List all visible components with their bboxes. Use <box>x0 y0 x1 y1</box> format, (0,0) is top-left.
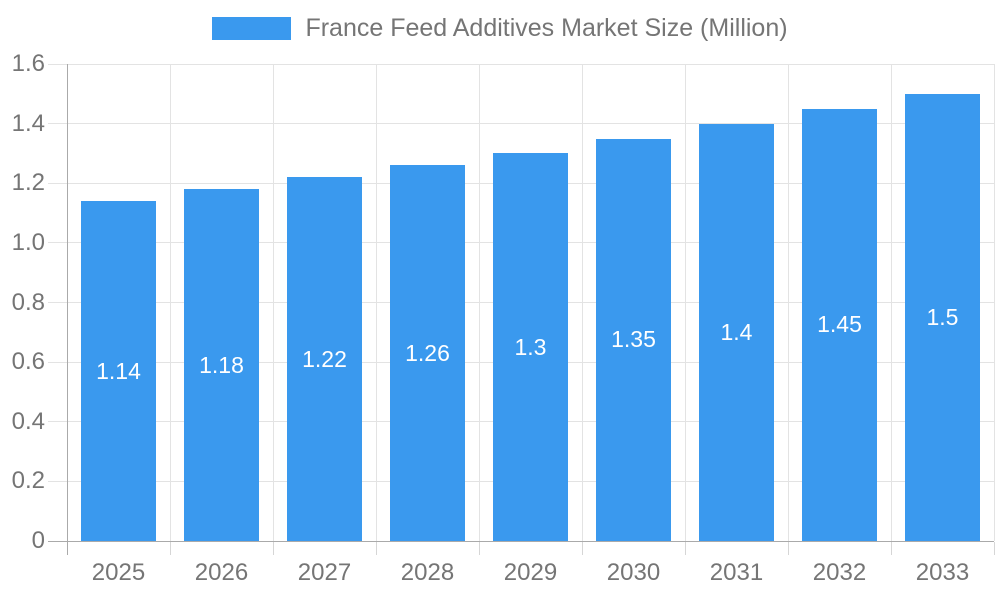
x-axis-tick <box>581 542 583 555</box>
bar-2033[interactable]: 1.5 <box>905 93 980 541</box>
y-tick-label: 1.2 <box>11 169 45 197</box>
v-gridline <box>581 64 583 541</box>
y-axis-line <box>67 64 68 555</box>
x-tick-label-2028: 2028 <box>400 559 455 586</box>
bar-2032[interactable]: 1.45 <box>802 108 877 541</box>
x-axis-tick <box>787 542 789 555</box>
legend-swatch <box>212 17 292 40</box>
v-gridline <box>375 64 377 541</box>
y-tick-label: 0.4 <box>11 407 45 435</box>
x-tick-label-2025: 2025 <box>91 559 146 586</box>
x-axis-tick <box>478 542 480 555</box>
bar-value-label: 1.45 <box>817 311 862 338</box>
bar-value-label: 1.18 <box>199 351 244 378</box>
bar-value-label: 1.4 <box>720 318 753 345</box>
v-gridline <box>684 64 686 541</box>
x-tick-label-2029: 2029 <box>503 559 558 586</box>
chart-legend-item[interactable]: France Feed Additives Market Size (Milli… <box>0 14 1000 43</box>
y-tick-label: 0.2 <box>11 467 45 495</box>
bar-2027[interactable]: 1.22 <box>287 177 362 541</box>
v-gridline <box>993 64 995 541</box>
v-gridline <box>272 64 274 541</box>
v-gridline <box>169 64 171 541</box>
bar-value-label: 1.26 <box>405 339 450 366</box>
x-axis-tick <box>169 542 171 555</box>
bar-2025[interactable]: 1.14 <box>81 201 156 541</box>
y-tick-label: 1.6 <box>11 50 45 77</box>
h-gridline <box>48 123 994 125</box>
x-tick-label-2026: 2026 <box>194 559 249 586</box>
bar-2028[interactable]: 1.26 <box>390 165 465 541</box>
x-tick-label-2032: 2032 <box>812 559 867 586</box>
x-axis-tick <box>684 542 686 555</box>
x-tick-label-2031: 2031 <box>709 559 764 586</box>
bar-2030[interactable]: 1.35 <box>596 138 671 541</box>
bar-value-label: 1.3 <box>514 333 547 360</box>
x-axis-tick <box>890 542 892 555</box>
plot-area: 1.14 1.18 1.22 1.26 1.3 1.35 1.4 1.45 1.5 <box>48 63 995 555</box>
bar-2029[interactable]: 1.3 <box>493 153 568 541</box>
x-tick-label-2027: 2027 <box>297 559 352 586</box>
y-tick-label: 1.4 <box>11 109 45 137</box>
x-axis-tick <box>993 542 995 555</box>
x-tick-label-2033: 2033 <box>915 559 970 586</box>
v-gridline <box>478 64 480 541</box>
x-tick-label-2030: 2030 <box>606 559 661 586</box>
bar-value-label: 1.35 <box>611 326 656 353</box>
y-axis: 0 0.2 0.4 0.6 0.8 1.0 1.2 1.4 1.6 <box>0 50 45 554</box>
bar-value-label: 1.14 <box>96 357 141 384</box>
y-tick-label: 1.0 <box>11 228 45 256</box>
h-gridline <box>48 63 994 65</box>
bar-value-label: 1.22 <box>302 345 347 372</box>
x-axis-tick <box>272 542 274 555</box>
y-tick-label: 0.8 <box>11 288 45 316</box>
x-axis-line <box>48 541 994 542</box>
x-axis-tick <box>375 542 377 555</box>
bar-2031[interactable]: 1.4 <box>699 123 774 541</box>
y-tick-label: 0.6 <box>11 348 45 376</box>
v-gridline <box>890 64 892 541</box>
y-tick-label: 0 <box>31 527 45 554</box>
bar-value-label: 1.5 <box>926 303 959 330</box>
v-gridline <box>787 64 789 541</box>
bar-2026[interactable]: 1.18 <box>184 189 259 541</box>
legend-label: France Feed Additives Market Size (Milli… <box>305 14 788 42</box>
